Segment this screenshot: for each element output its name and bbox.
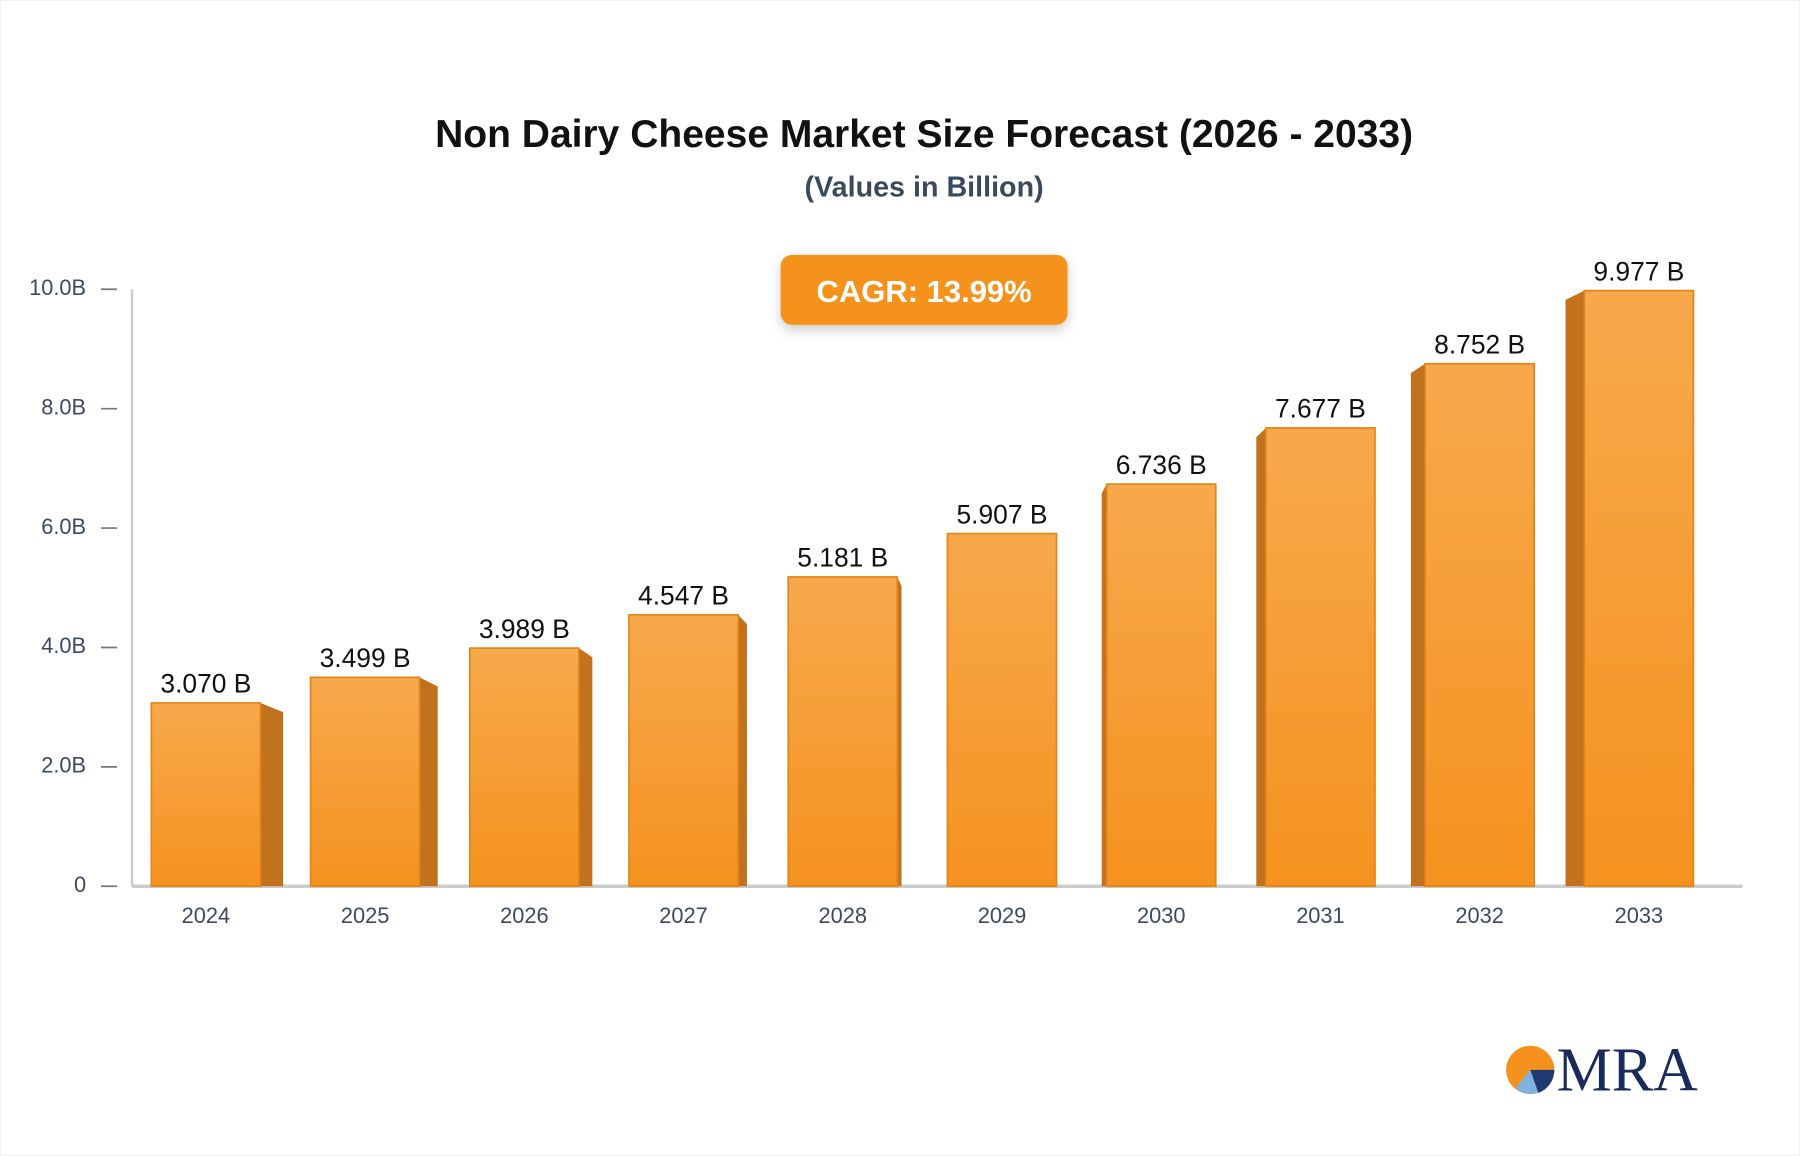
cagr-badge bbox=[780, 254, 1068, 325]
bar bbox=[1424, 362, 1536, 888]
y-tick-label: 4.0B bbox=[41, 633, 86, 658]
bar-side bbox=[1565, 290, 1585, 887]
x-tick-label: 2032 bbox=[1455, 903, 1504, 928]
x-tick-label: 2033 bbox=[1615, 903, 1664, 928]
bar bbox=[468, 647, 580, 888]
bar-side bbox=[419, 677, 438, 887]
x-tick-label: 2027 bbox=[659, 903, 708, 928]
bar bbox=[1583, 289, 1695, 888]
x-tick-label: 2024 bbox=[182, 903, 231, 928]
bar-side bbox=[578, 648, 593, 887]
value-label: 6.736 B bbox=[1116, 450, 1207, 480]
bar-side bbox=[1410, 363, 1426, 887]
value-label: 7.677 B bbox=[1275, 394, 1366, 424]
x-tick-label: 2031 bbox=[1296, 903, 1345, 928]
bar bbox=[150, 702, 262, 888]
bar bbox=[946, 532, 1058, 888]
x-tick-label: 2029 bbox=[978, 903, 1027, 928]
x-tick-label: 2028 bbox=[819, 903, 868, 928]
bar bbox=[787, 576, 899, 888]
y-tick-label: 6.0B bbox=[41, 514, 86, 539]
value-label: 3.499 B bbox=[320, 643, 411, 673]
y-tick-label: 8.0B bbox=[41, 394, 86, 419]
cagr-text: CAGR: 13.99% bbox=[816, 274, 1031, 309]
y-tick-label: 0 bbox=[74, 872, 86, 897]
bar bbox=[1265, 427, 1376, 888]
value-label: 4.547 B bbox=[638, 580, 729, 610]
x-tick-label: 2025 bbox=[341, 903, 390, 928]
value-label: 8.752 B bbox=[1434, 329, 1525, 359]
logo-icon bbox=[1515, 1069, 1539, 1095]
logo-text: MRA bbox=[1557, 1037, 1698, 1105]
bar bbox=[1105, 483, 1217, 888]
bar-side bbox=[897, 576, 902, 887]
bar-side bbox=[260, 702, 284, 887]
bar bbox=[309, 676, 421, 888]
bar-side bbox=[1256, 427, 1266, 887]
value-label: 3.989 B bbox=[479, 614, 570, 644]
bar-side bbox=[1101, 484, 1107, 887]
value-label: 3.070 B bbox=[160, 669, 251, 699]
y-tick-label: 10.0B bbox=[29, 275, 86, 300]
logo: MRA bbox=[1506, 1037, 1698, 1105]
plot: 0 2.0B 4.0B 6.0B 8.0B 10.0B 2024 3.070 B 2025 3.4… bbox=[29, 256, 1695, 928]
logo-icon bbox=[1530, 1069, 1555, 1093]
value-label: 5.907 B bbox=[957, 499, 1048, 529]
y-tick-label: 2.0B bbox=[41, 753, 86, 778]
x-tick-label: 2030 bbox=[1137, 903, 1186, 928]
chart-title: Non Dairy Cheese Market Size Forecast (2… bbox=[435, 113, 1413, 156]
x-tick-label: 2026 bbox=[500, 903, 549, 928]
value-label: 5.181 B bbox=[797, 543, 888, 573]
bar-side bbox=[738, 614, 747, 887]
chart-subtitle: (Values in Billion) bbox=[805, 171, 1044, 203]
value-label: 9.977 B bbox=[1593, 256, 1684, 286]
bar bbox=[628, 613, 739, 888]
